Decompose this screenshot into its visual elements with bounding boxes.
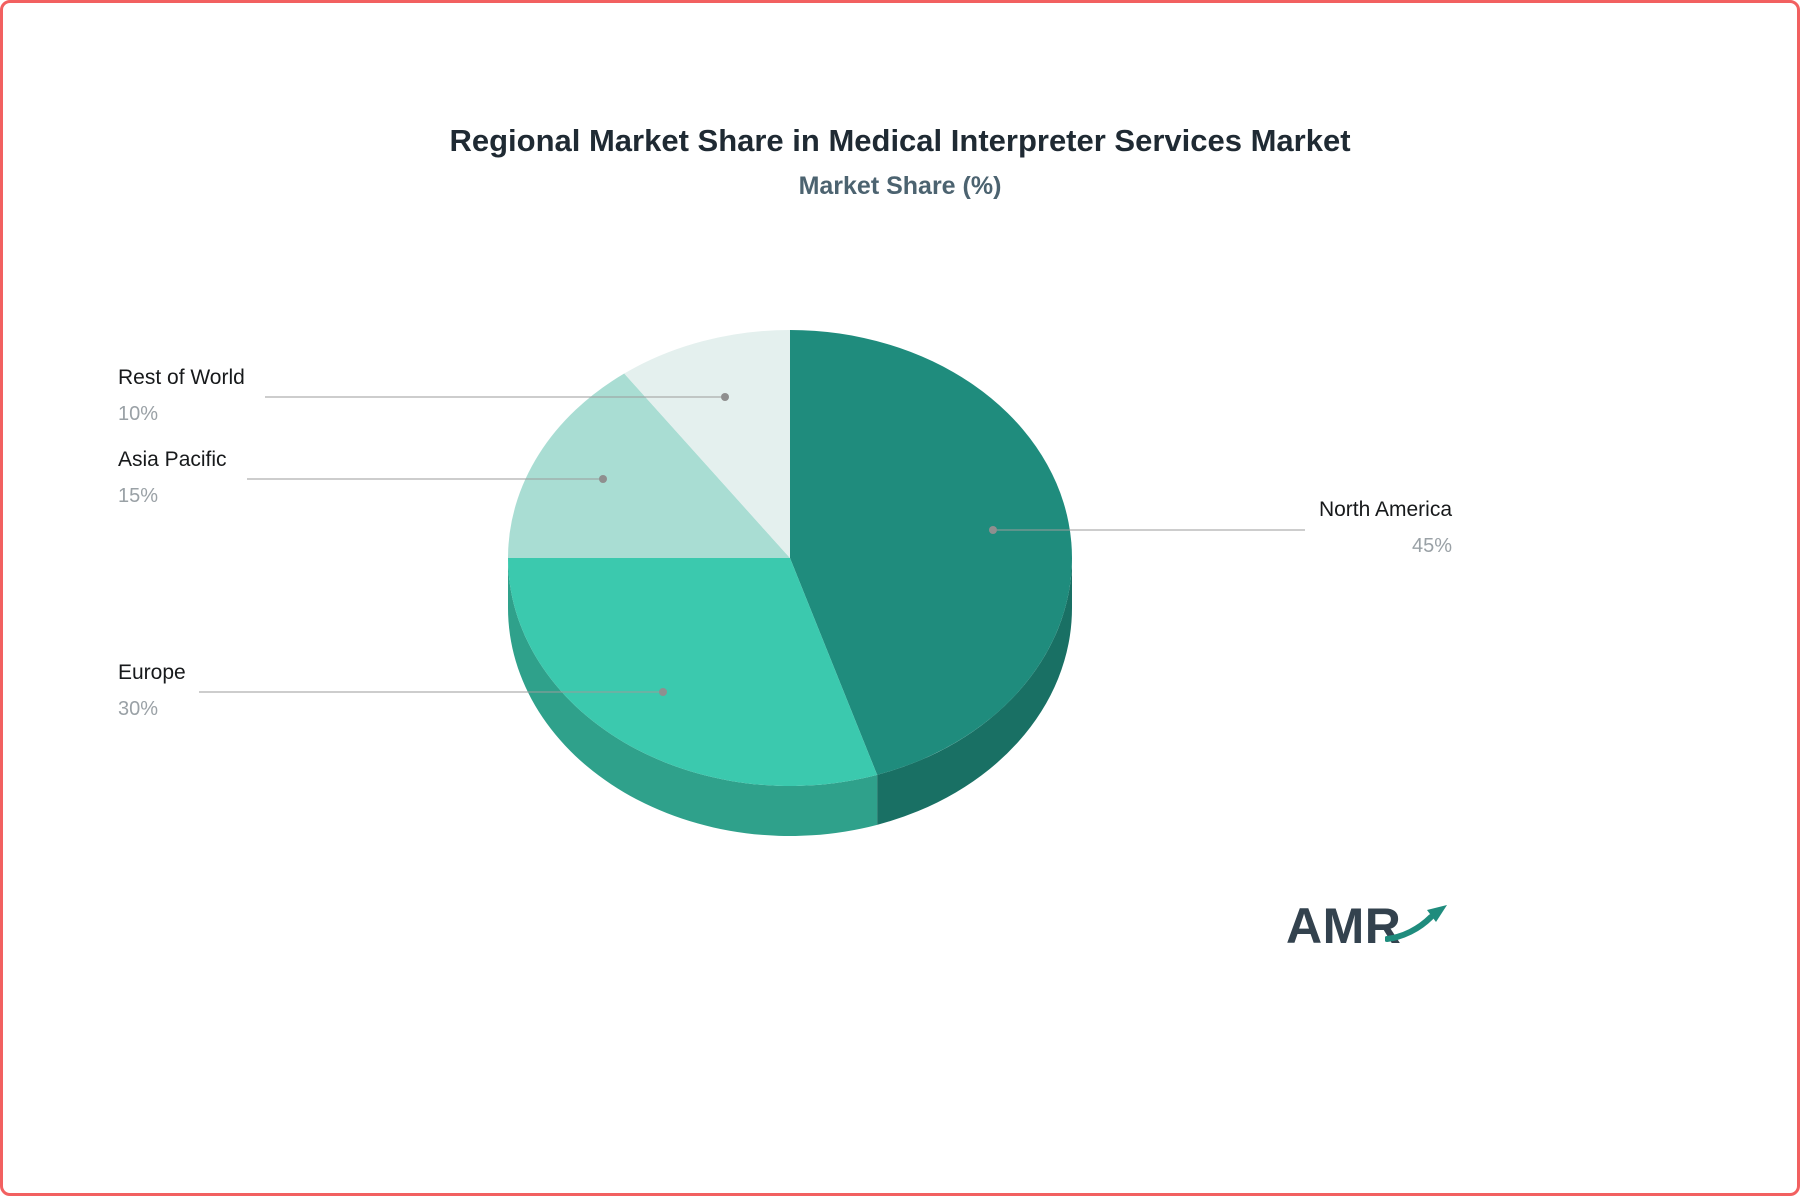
growth-arrow-icon bbox=[1385, 905, 1448, 942]
pie-slice-europe bbox=[508, 558, 878, 786]
amr-logo: AMR bbox=[1286, 901, 1449, 951]
slice-value: 15% bbox=[118, 485, 159, 507]
pie-slice-rest-of-world bbox=[624, 330, 790, 558]
leader-dot-europe bbox=[659, 688, 667, 696]
amr-logo-text: AMR bbox=[1286, 898, 1402, 954]
slice-value: 10% bbox=[118, 403, 159, 425]
pie-slice-north-america bbox=[790, 330, 1072, 775]
slice-callout-europe: Europe 30% bbox=[118, 660, 186, 721]
slice-value: 45% bbox=[1411, 535, 1452, 557]
leader-dot-rest-of-world bbox=[721, 393, 729, 401]
slice-value: 30% bbox=[118, 698, 159, 720]
pie-slice-asia-pacific bbox=[508, 373, 790, 558]
slice-callout-rest-of-world: Rest of World 10% bbox=[118, 365, 245, 426]
slice-callout-north-america: North America 45% bbox=[1319, 497, 1452, 558]
leader-dot-asia-pacific bbox=[599, 475, 607, 483]
pie-slices bbox=[508, 330, 1072, 786]
chart-subtitle: Market Share (%) bbox=[798, 172, 1002, 200]
pie-slice-side-europe bbox=[508, 558, 878, 836]
leader-dot-north-america bbox=[989, 526, 997, 534]
leader-lines bbox=[199, 393, 1305, 696]
pie-slice-side-north-america bbox=[877, 558, 1072, 825]
slice-label: Europe bbox=[118, 661, 186, 684]
slice-label: Asia Pacific bbox=[118, 448, 227, 471]
slice-label: Rest of World bbox=[118, 366, 245, 389]
slice-callout-asia-pacific: Asia Pacific 15% bbox=[118, 447, 227, 508]
pie-chart bbox=[199, 330, 1305, 836]
pie-walls bbox=[508, 558, 1072, 836]
chart-title: Regional Market Share in Medical Interpr… bbox=[449, 123, 1351, 158]
slice-label: North America bbox=[1318, 498, 1452, 521]
